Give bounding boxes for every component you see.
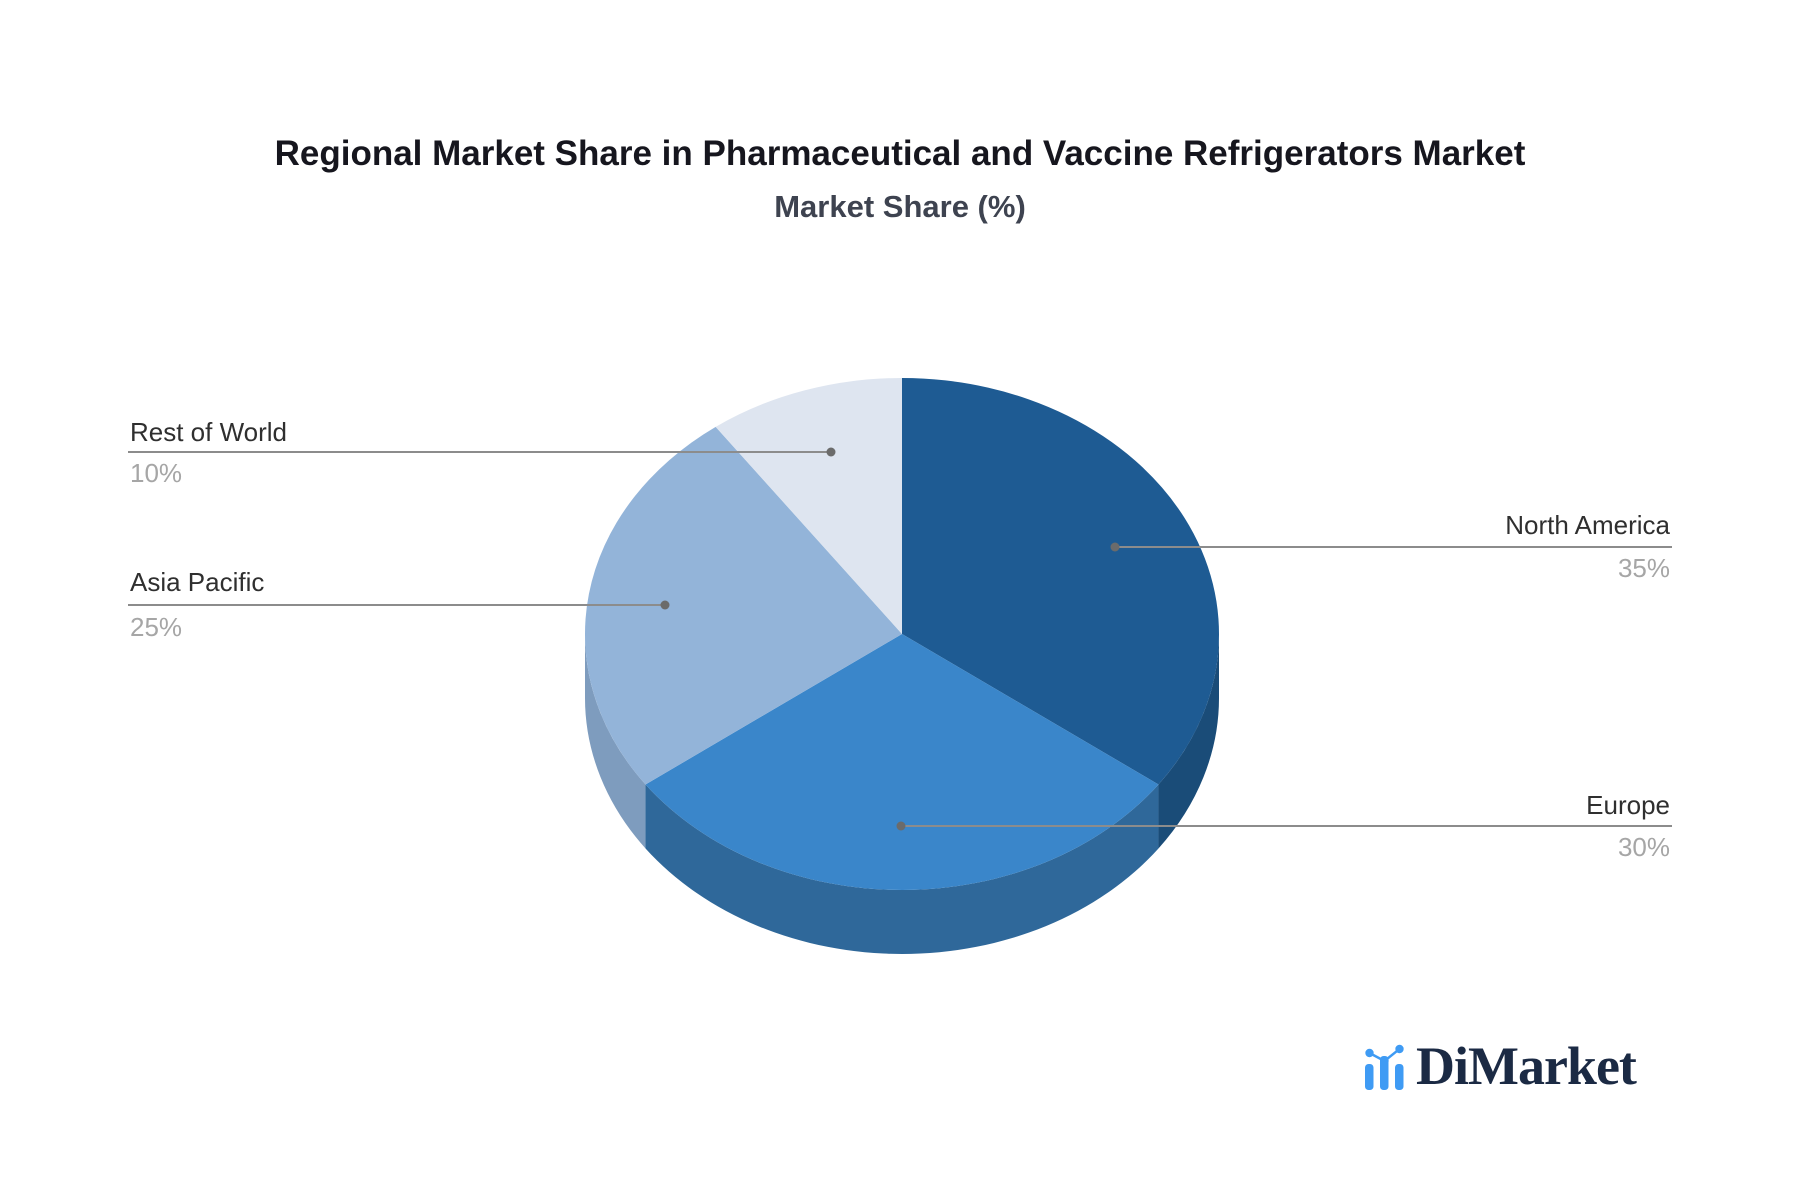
- pie-slice-north-america: [902, 378, 1219, 785]
- pie-slice-rest-of-world: [715, 378, 902, 634]
- leader-dot-rest-of-world: [826, 447, 836, 457]
- leader-dot-europe: [896, 821, 906, 831]
- pie-side-asia-pacific: [585, 634, 646, 849]
- slice-value-rest-of-world: 10%: [130, 458, 183, 488]
- pie-slice-asia-pacific: [584, 426, 902, 785]
- bar-chart-trend-icon: [1365, 1044, 1404, 1090]
- pie-side-europe: [645, 784, 1159, 954]
- slice-label-rest-of-world: Rest of World: [130, 417, 288, 447]
- chart-title: Regional Market Share in Pharmaceutical …: [274, 134, 1526, 173]
- leader-dot-north-america: [1110, 542, 1120, 552]
- slice-value-north-america: 35%: [1617, 553, 1670, 583]
- leader-dot-asia-pacific: [660, 600, 670, 610]
- slice-value-asia-pacific: 25%: [130, 612, 183, 642]
- brand-logo-text: DiMarket: [1416, 1036, 1637, 1096]
- slice-value-europe: 30%: [1617, 832, 1670, 862]
- slice-label-north-america: North America: [1505, 510, 1670, 540]
- chart-subtitle: Market Share (%): [774, 189, 1026, 224]
- slice-label-asia-pacific: Asia Pacific: [130, 567, 265, 597]
- pie-side-north-america: [1158, 634, 1219, 849]
- slice-label-europe: Europe: [1586, 790, 1670, 820]
